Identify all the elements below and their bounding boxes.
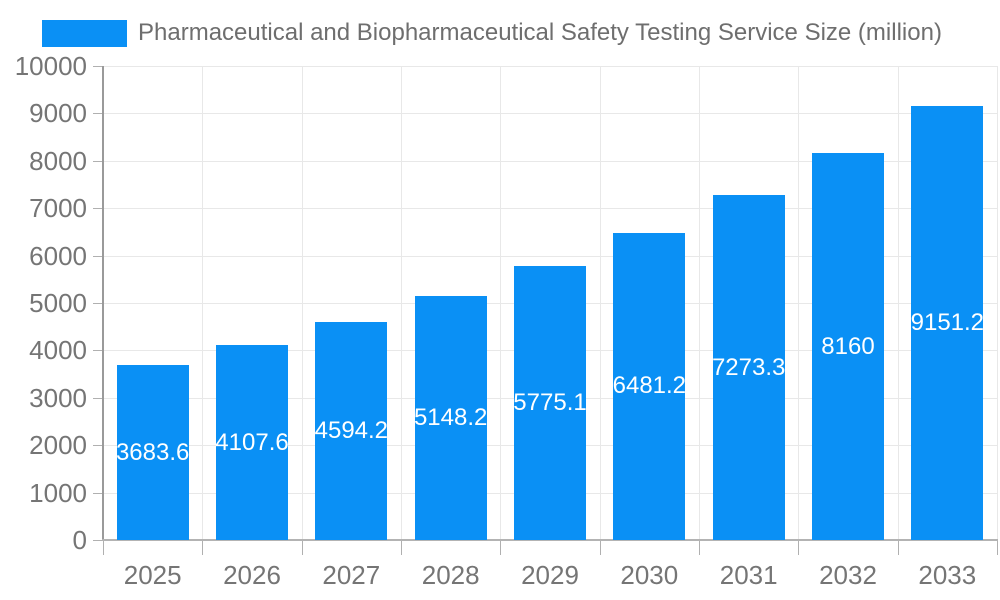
x-axis-label: 2025 [123,560,182,590]
y-axis-tick [93,113,103,115]
bar-value-label: 9151.2 [910,309,985,337]
y-axis-label: 0 [72,525,87,555]
y-axis-label: 5000 [29,288,87,318]
y-axis-tick [93,350,103,352]
bar-value-label: 4107.6 [215,428,289,456]
gridline-horizontal [103,160,997,162]
bar[interactable]: 4594.2 [314,322,389,540]
y-axis-label: 6000 [29,240,87,271]
y-axis-label: 8000 [29,145,87,176]
gridline-vertical [401,66,402,540]
x-axis-label: 2031 [719,560,778,590]
y-axis-tick [93,208,103,210]
x-axis-tick [202,540,204,555]
x-axis-label: 2030 [620,560,679,590]
y-axis-tick [93,66,103,67]
x-axis-label: 2026 [223,560,281,590]
gridline-vertical [798,66,800,540]
x-axis-tick [500,540,502,555]
gridline-horizontal [103,255,997,257]
gridline-vertical [599,66,601,540]
gridline-vertical [699,66,700,540]
x-axis-tick [599,540,601,555]
y-axis-label: 7000 [29,193,87,224]
legend-label: Pharmaceutical and Biopharmaceutical Saf… [138,19,942,46]
x-axis-tick [401,540,402,555]
gridline-vertical [500,66,502,540]
gridline-horizontal [103,66,997,67]
bar[interactable]: 8160 [812,153,884,540]
y-axis-label: 10000 [14,51,87,81]
gridline-horizontal [103,113,997,115]
x-axis-tick [699,540,700,555]
bar[interactable]: 7273.3 [711,195,786,540]
y-axis-tick [93,492,103,494]
y-axis-label: 4000 [29,335,87,366]
x-axis-label: 2033 [918,560,977,590]
bar-value-label: 5148.2 [413,403,488,431]
gridline-vertical [202,66,204,540]
gridline-horizontal [103,208,997,210]
x-axis-tick [897,540,899,555]
bar-value-label: 4594.2 [314,417,389,445]
y-axis-label: 3000 [29,382,87,413]
bar[interactable]: 4107.6 [215,345,289,540]
y-axis-tick [93,540,103,541]
y-axis-tick [93,303,103,304]
x-axis-label: 2029 [521,560,579,590]
y-axis-tick [93,255,103,257]
x-axis-tick [997,540,998,555]
x-axis-label: 2027 [322,560,381,590]
gridline-vertical [897,66,899,540]
y-axis-label: 1000 [29,477,87,508]
bar[interactable]: 9151.2 [910,106,985,540]
bar-value-label: 3683.6 [115,438,190,466]
y-axis-line [102,66,104,541]
y-axis-label: 2000 [29,430,87,461]
bar[interactable]: 3683.6 [115,365,190,540]
bar-value-label: 7273.3 [711,353,786,381]
gridline-vertical [301,66,303,540]
y-axis-label: 9000 [29,98,87,129]
y-axis-tick [93,397,103,399]
legend-swatch [42,19,127,47]
bar[interactable]: 6481.2 [612,232,687,540]
y-axis-tick [93,445,103,447]
y-axis-tick [93,160,103,162]
bar-value-label: 5775.1 [513,389,587,417]
bar-value-label: 6481.2 [612,372,687,400]
x-axis-label: 2032 [819,560,877,590]
bar[interactable]: 5148.2 [413,295,488,540]
x-axis-tick [798,540,800,555]
bar[interactable]: 5775.1 [513,266,587,540]
bar-value-label: 8160 [821,332,875,360]
x-axis-tick [103,540,104,555]
x-axis-tick [301,540,303,555]
gridline-vertical [997,66,998,540]
x-axis-line [102,539,998,541]
x-axis-label: 2028 [421,560,480,590]
legend-item[interactable]: Pharmaceutical and Biopharmaceutical Saf… [42,19,942,48]
